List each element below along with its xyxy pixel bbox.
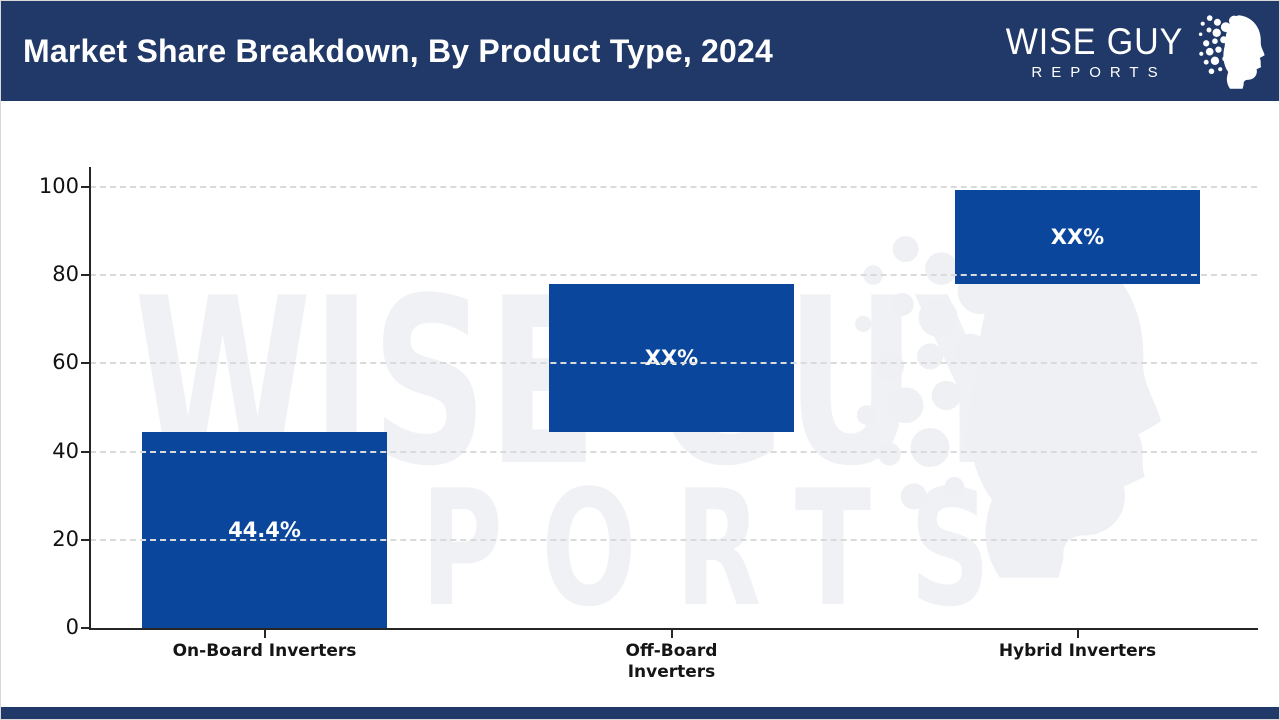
gridline-60 [90, 362, 1257, 365]
y-tick-mark-100 [81, 186, 89, 188]
bar-hybrid-inverters: XX% [955, 190, 1200, 284]
logo-title-text: WISE GUY [1005, 21, 1184, 62]
y-tick-label-60: 60 [52, 350, 79, 375]
gridline-100 [90, 186, 1257, 188]
x-tick-label-off-board-inverters: Off-Board Inverters [625, 641, 718, 683]
y-tick-mark-40 [81, 450, 89, 453]
y-tick-mark-80 [81, 274, 89, 277]
y-tick-label-40: 40 [52, 438, 79, 463]
chart-area: WISE GUY REPORTS 44.4% XX% XX% 0 20 40 60 80 10… [1, 101, 1279, 709]
y-tick-label-20: 20 [52, 526, 79, 551]
gridline-20 [90, 538, 1257, 541]
x-axis-line [89, 628, 1258, 630]
y-tick-mark-60 [81, 362, 89, 365]
x-tick-mark [670, 630, 673, 638]
y-tick-mark-0 [81, 627, 89, 629]
x-tick-label-hybrid-inverters: Hybrid Inverters [998, 641, 1157, 661]
bar-value-label: XX% [644, 346, 699, 371]
y-tick-label-80: 80 [52, 262, 79, 287]
gridline-80 [90, 274, 1257, 277]
logo-head-icon [1195, 12, 1265, 90]
y-axis-line [89, 167, 91, 630]
header: Market Share Breakdown, By Product Type,… [1, 1, 1279, 101]
footer-bar [1, 707, 1279, 719]
bar-off-board-inverters: XX% [549, 284, 794, 433]
page-title: Market Share Breakdown, By Product Type,… [23, 32, 773, 69]
y-tick-label-100: 100 [38, 174, 79, 198]
x-tick-mark [263, 630, 266, 638]
logo-subtitle-text: REPORTS [1031, 64, 1167, 81]
x-tick-mark [1076, 630, 1079, 638]
x-tick-label-on-board-inverters: On-Board Inverters [172, 641, 357, 661]
y-tick-mark-20 [81, 538, 89, 541]
bar-on-board-inverters: 44.4% [142, 432, 387, 628]
y-tick-label-0: 0 [65, 615, 79, 639]
gridline-40 [90, 450, 1257, 453]
wiseguy-logo: WISE GUY REPORTS [998, 12, 1279, 90]
bar-value-label: XX% [1050, 225, 1105, 250]
logo-wordmark: WISE GUY REPORTS [998, 21, 1191, 81]
bar-value-label: 44.4% [228, 518, 301, 543]
